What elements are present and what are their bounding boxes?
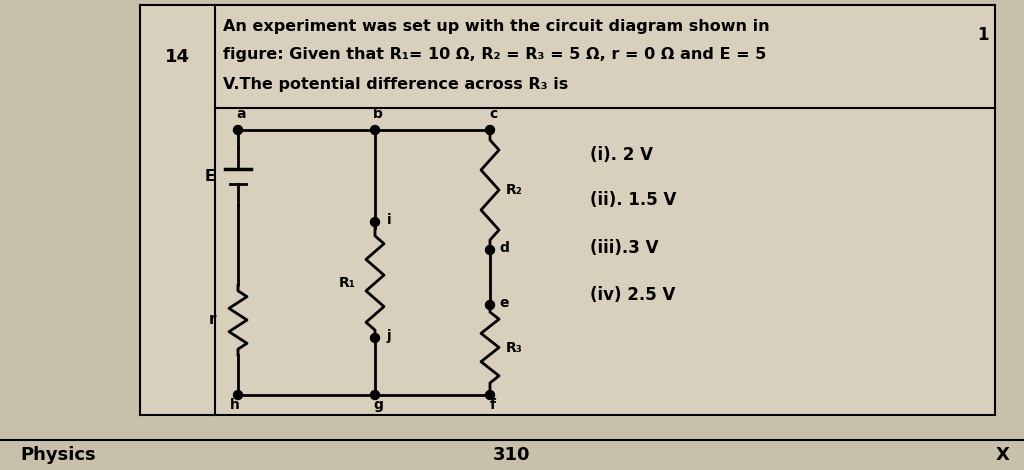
Text: (ii). 1.5 V: (ii). 1.5 V bbox=[590, 191, 677, 209]
Circle shape bbox=[485, 125, 495, 134]
Circle shape bbox=[233, 391, 243, 400]
Text: j: j bbox=[387, 329, 391, 343]
Text: 14: 14 bbox=[165, 47, 190, 65]
Text: (iv) 2.5 V: (iv) 2.5 V bbox=[590, 286, 676, 304]
Text: h: h bbox=[230, 398, 240, 412]
Bar bbox=[140, 5, 995, 415]
Text: a: a bbox=[237, 107, 246, 121]
Circle shape bbox=[371, 391, 380, 400]
Text: g: g bbox=[373, 398, 383, 412]
Text: X: X bbox=[996, 446, 1010, 464]
Text: V.The potential difference across R₃ is: V.The potential difference across R₃ is bbox=[223, 78, 568, 93]
Text: R₂: R₂ bbox=[506, 183, 522, 197]
Text: 310: 310 bbox=[494, 446, 530, 464]
Text: 1: 1 bbox=[978, 26, 989, 44]
Circle shape bbox=[485, 245, 495, 254]
Text: (iii).3 V: (iii).3 V bbox=[590, 239, 658, 257]
Text: e: e bbox=[500, 296, 509, 310]
Text: E: E bbox=[205, 169, 215, 184]
Text: r: r bbox=[208, 313, 216, 328]
Text: R₁: R₁ bbox=[339, 276, 355, 290]
Text: An experiment was set up with the circuit diagram shown in: An experiment was set up with the circui… bbox=[223, 19, 770, 34]
Text: b: b bbox=[373, 107, 383, 121]
Circle shape bbox=[485, 391, 495, 400]
Text: Physics: Physics bbox=[20, 446, 95, 464]
Text: f: f bbox=[490, 398, 496, 412]
Text: c: c bbox=[488, 107, 497, 121]
Text: d: d bbox=[499, 241, 509, 255]
Text: figure: Given that R₁= 10 Ω, R₂ = R₃ = 5 Ω, r = 0 Ω and E = 5: figure: Given that R₁= 10 Ω, R₂ = R₃ = 5… bbox=[223, 47, 766, 63]
Circle shape bbox=[371, 218, 380, 227]
Text: (i). 2 V: (i). 2 V bbox=[590, 146, 653, 164]
Circle shape bbox=[485, 300, 495, 310]
Circle shape bbox=[233, 125, 243, 134]
Text: R₃: R₃ bbox=[506, 340, 522, 354]
Circle shape bbox=[371, 125, 380, 134]
Text: i: i bbox=[387, 213, 391, 227]
Circle shape bbox=[371, 334, 380, 343]
